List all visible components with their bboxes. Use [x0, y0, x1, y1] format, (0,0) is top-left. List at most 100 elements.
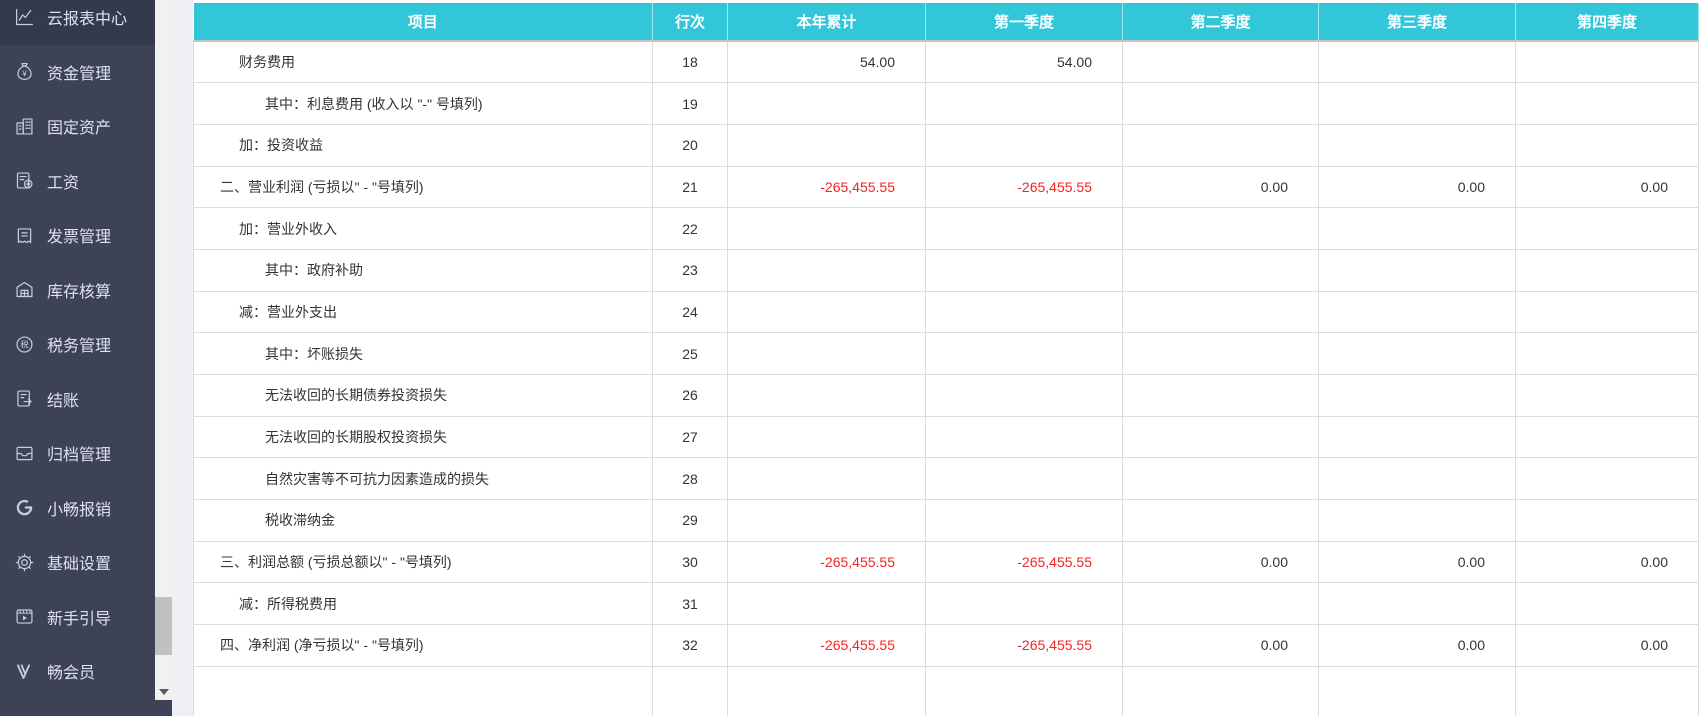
archive-icon	[13, 442, 35, 464]
value-cell	[727, 82, 926, 125]
item-cell: 无法收回的长期债券投资损失	[193, 374, 653, 417]
value-cell	[1515, 82, 1699, 125]
value-cell: 54.00	[925, 40, 1123, 84]
value-cell	[925, 248, 1123, 292]
sidebar-item-label: 畅会员	[47, 665, 96, 683]
sidebar-item-新手引导[interactable]: 新手引导	[0, 590, 155, 645]
item-cell: 自然灾害等不可抗力因素造成的损失	[193, 457, 653, 501]
value-cell	[1122, 82, 1319, 125]
member-v-icon	[13, 660, 35, 682]
sidebar-item-归档管理[interactable]: 归档管理	[0, 426, 155, 481]
value-cell	[727, 123, 926, 167]
line-number-cell: 28	[652, 457, 728, 501]
value-cell	[1318, 665, 1516, 716]
table-row: 其中：利息费用 (收入以 "-" 号填列) 19	[193, 82, 1699, 125]
sidebar-item-畅会员[interactable]: 畅会员	[0, 644, 155, 699]
line-number-cell: 29	[652, 499, 728, 542]
item-cell: 税收滞纳金	[193, 499, 653, 542]
value-cell: 0.00	[1515, 540, 1699, 584]
money-bag-icon: ¥	[13, 61, 35, 83]
line-number-cell: 32	[652, 624, 728, 667]
scrollbar-track[interactable]	[155, 0, 172, 700]
sidebar-item-云报表中心[interactable]: 云报表中心	[0, 0, 155, 45]
value-cell	[1122, 582, 1319, 626]
item-cell: 减：所得税费用	[193, 582, 653, 626]
item-cell: 四、净利润 (净亏损以" - "号填列)	[193, 624, 653, 667]
sidebar-item-发票管理[interactable]: 发票管理	[0, 208, 155, 263]
sidebar-scrollbar[interactable]	[155, 0, 172, 716]
table-row: 自然灾害等不可抗力因素造成的损失 28	[193, 457, 1699, 501]
column-header: 第一季度	[925, 3, 1123, 42]
sidebar-item-label: 发票管理	[47, 229, 112, 247]
value-cell	[925, 82, 1123, 125]
sidebar-item-label: 固定资产	[47, 120, 112, 138]
sidebar-item-工资[interactable]: 工资	[0, 154, 155, 209]
column-header: 本年累计	[727, 3, 926, 42]
value-cell	[925, 207, 1123, 250]
sidebar-item-小畅报销[interactable]: 小畅报销	[0, 481, 155, 536]
value-cell: 0.00	[1318, 540, 1516, 584]
sidebar-item-固定资产[interactable]: 固定资产	[0, 99, 155, 154]
item-cell: 二、营业利润 (亏损以" - "号填列)	[193, 165, 653, 209]
value-cell: -265,455.55	[925, 540, 1123, 584]
sidebar-item-库存核算[interactable]: 库存核算	[0, 263, 155, 318]
column-header: 第四季度	[1515, 3, 1699, 42]
value-cell	[1318, 332, 1516, 375]
sidebar-item-基础设置[interactable]: 基础设置	[0, 535, 155, 590]
sidebar-item-label: 结账	[47, 392, 80, 410]
value-cell	[1515, 248, 1699, 292]
sidebar-item-资金管理[interactable]: ¥ 资金管理	[0, 45, 155, 100]
value-cell: 0.00	[1122, 624, 1319, 667]
value-cell	[1515, 123, 1699, 167]
value-cell	[1318, 499, 1516, 542]
value-cell	[925, 415, 1123, 459]
value-cell	[1515, 40, 1699, 84]
value-cell	[925, 290, 1123, 334]
sidebar-item-税务管理[interactable]: 税 税务管理	[0, 317, 155, 372]
line-number-cell: 31	[652, 582, 728, 626]
item-cell: 减：营业外支出	[193, 290, 653, 334]
line-number-cell: 27	[652, 415, 728, 459]
value-cell	[1515, 290, 1699, 334]
guide-video-icon	[13, 606, 35, 628]
value-cell: -265,455.55	[925, 624, 1123, 667]
value-cell	[1318, 415, 1516, 459]
sidebar-item-结账[interactable]: 结账	[0, 372, 155, 427]
table-row: 无法收回的长期债券投资损失 26	[193, 374, 1699, 417]
item-cell: 三、利润总额 (亏损总额以" - "号填列)	[193, 540, 653, 584]
value-cell	[1318, 82, 1516, 125]
table-row: 减：营业外支出 24	[193, 290, 1699, 334]
building-icon	[13, 115, 35, 137]
table-row: 税收滞纳金 29	[193, 499, 1699, 542]
value-cell	[1122, 332, 1319, 375]
value-cell	[727, 499, 926, 542]
scroll-down-button[interactable]	[155, 683, 172, 700]
value-cell	[1515, 457, 1699, 501]
warehouse-icon	[13, 279, 35, 301]
value-cell	[727, 290, 926, 334]
value-cell: 0.00	[1515, 624, 1699, 667]
value-cell: 0.00	[1318, 165, 1516, 209]
value-cell	[1122, 665, 1319, 716]
value-cell	[1515, 332, 1699, 375]
value-cell	[925, 499, 1123, 542]
value-cell	[925, 665, 1123, 716]
value-cell	[1122, 207, 1319, 250]
value-cell	[1515, 665, 1699, 716]
value-cell	[1318, 207, 1516, 250]
sidebar-item-label: 资金管理	[47, 65, 112, 83]
value-cell	[925, 374, 1123, 417]
value-cell: 54.00	[727, 40, 926, 84]
item-cell	[193, 665, 653, 716]
income-statement-table: 项目 行次 本年累计 第一季度 第二季度 第三季度 第四季度 财务费用 18 54.00 54.0…	[193, 3, 1699, 716]
value-cell	[1318, 582, 1516, 626]
value-cell: 0.00	[1122, 165, 1319, 209]
value-cell	[1122, 40, 1319, 84]
svg-text:税: 税	[20, 339, 29, 349]
value-cell	[727, 248, 926, 292]
value-cell	[1515, 415, 1699, 459]
line-number-cell: 30	[652, 540, 728, 584]
value-cell	[1122, 248, 1319, 292]
value-cell	[1515, 374, 1699, 417]
scrollbar-thumb[interactable]	[155, 597, 172, 655]
